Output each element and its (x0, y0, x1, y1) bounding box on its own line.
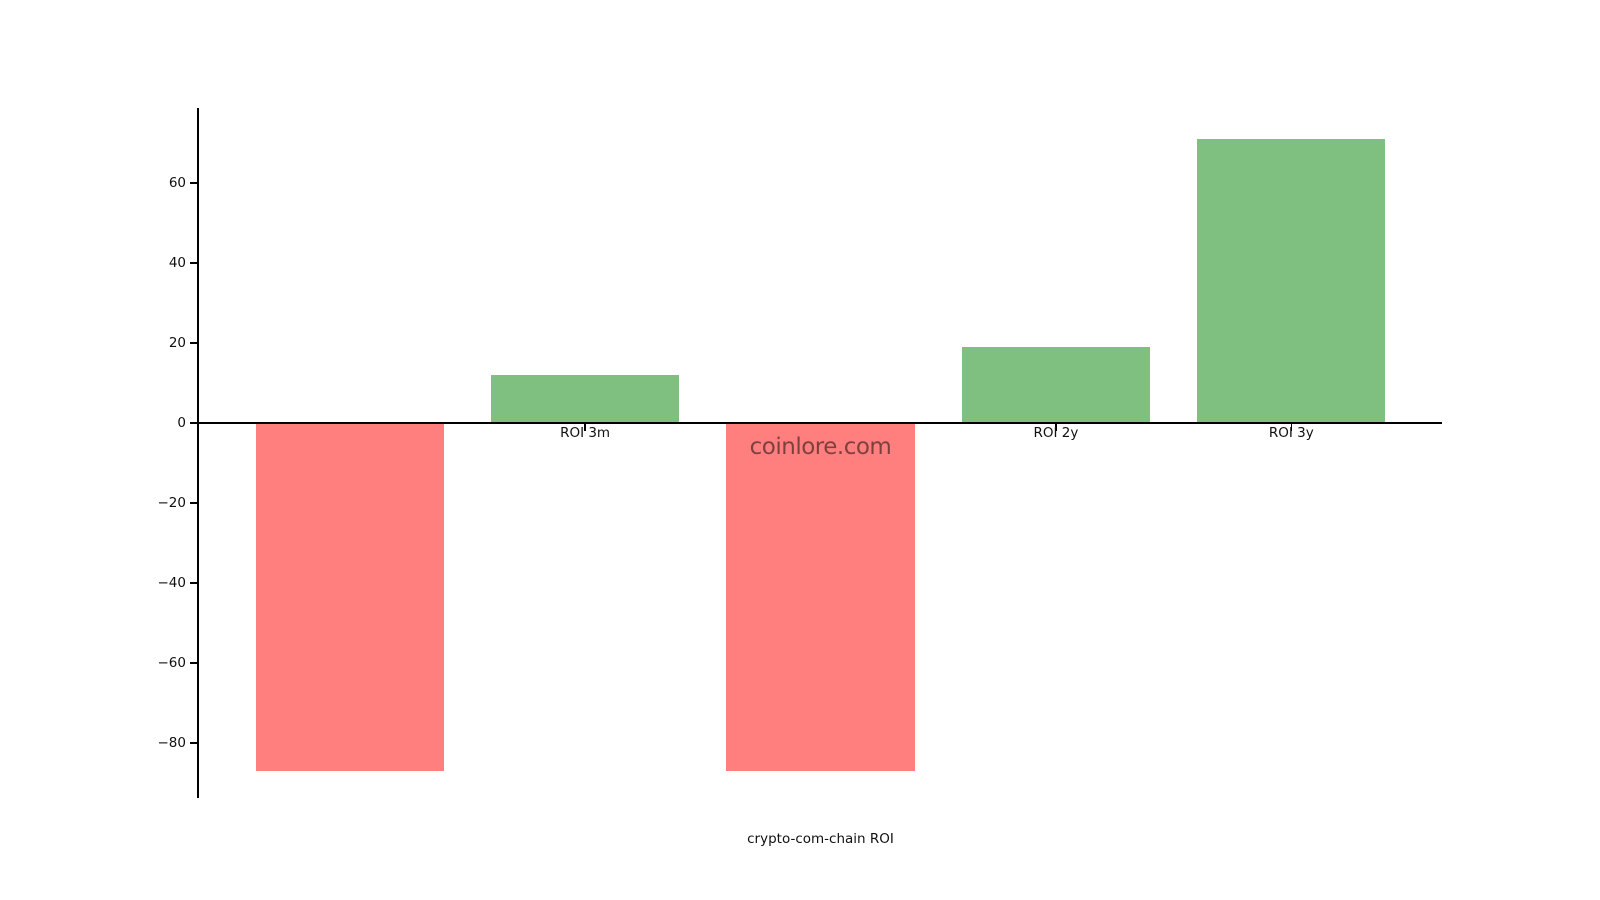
x-axis-tick (584, 423, 586, 431)
y-axis-tick-label: 20 (168, 335, 186, 351)
x-axis-tick (1055, 423, 1057, 431)
y-axis-tick-label: −20 (157, 495, 187, 511)
roi-bar (726, 423, 915, 771)
chart-title: crypto-com-chain ROI (747, 831, 894, 847)
y-axis-tick (190, 582, 197, 584)
roi-bar (961, 347, 1151, 423)
y-axis-tick-label: 0 (177, 415, 186, 431)
roi-bar (255, 423, 444, 771)
y-axis-tick-label: −60 (157, 655, 187, 671)
y-axis-tick (190, 502, 197, 504)
y-axis-tick (190, 182, 197, 184)
x-axis-tick-label: ROI 3y (1268, 425, 1314, 441)
y-axis-tick (190, 742, 197, 744)
x-axis-tick-label: ROI 2y (1033, 425, 1079, 441)
roi-bar (1197, 139, 1386, 423)
y-axis-line (197, 108, 199, 798)
y-axis-tick (190, 342, 197, 344)
y-axis-tick (190, 262, 197, 264)
x-axis-line (199, 422, 1442, 424)
y-axis-tick-label: −80 (157, 735, 187, 751)
y-axis-tick (190, 662, 197, 664)
y-axis-tick-label: 40 (168, 255, 186, 271)
plot-area: 60 40 20 0 −20 −40 −60 −80 ROI 3m ROI 2y ROI 3y c… (158, 108, 1442, 847)
y-axis-tick-label: 60 (168, 175, 186, 191)
x-axis-tick (1290, 423, 1293, 431)
x-axis-tick-label: ROI 3m (560, 425, 611, 441)
y-axis-tick-label: −40 (157, 575, 187, 591)
watermark: coinlore.com (749, 434, 892, 460)
roi-bar (490, 375, 680, 423)
y-axis-tick (190, 422, 197, 424)
